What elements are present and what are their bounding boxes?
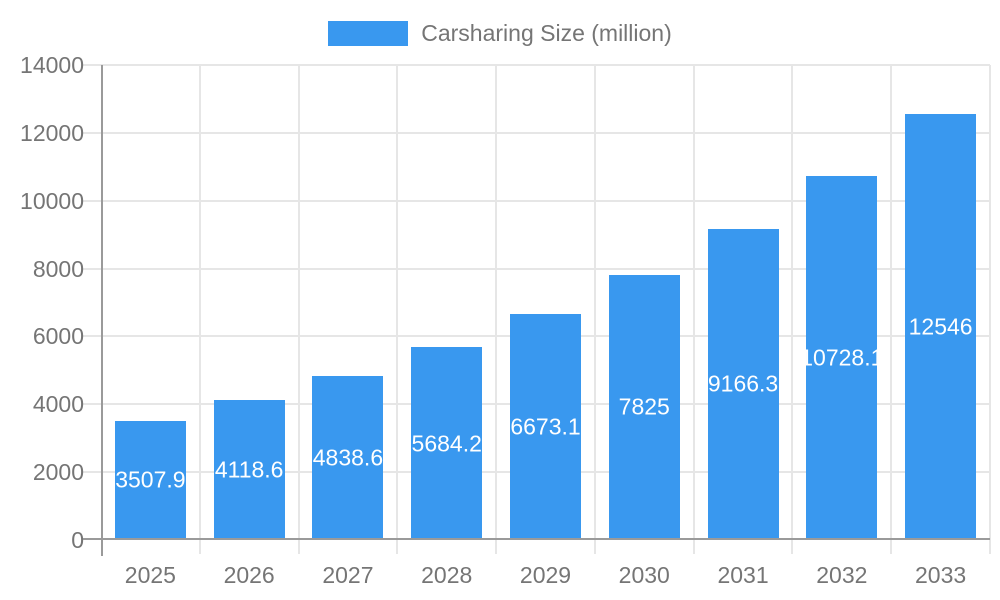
gridline-vertical: [890, 65, 893, 554]
gridline-vertical: [791, 65, 794, 554]
x-tick-label-2027: 2027: [322, 562, 374, 588]
gridline-vertical: [989, 65, 991, 554]
bar-value-label: 12546: [908, 313, 973, 340]
gridline-vertical: [593, 65, 596, 554]
x-tick-label-2030: 2030: [618, 562, 670, 588]
bar-value-label: 9166.3: [707, 370, 779, 397]
legend: Carsharing Size (million): [0, 20, 1000, 47]
y-tick-label-2000: 2000: [32, 459, 84, 486]
bar-value-label: 3507.9: [115, 466, 186, 493]
x-tick-label-2031: 2031: [717, 562, 769, 588]
y-tick-label-14000: 14000: [20, 52, 84, 78]
gridline-vertical: [297, 65, 300, 554]
x-tick-label-2033: 2033: [915, 562, 967, 588]
y-tick-label-4000: 4000: [32, 391, 84, 418]
bar-2029[interactable]: 6673.1: [510, 313, 581, 540]
bar-value-label: 5684.2: [411, 430, 482, 457]
x-axis-line: [83, 538, 990, 540]
bar-value-label: 4838.6: [312, 444, 384, 471]
legend-item-carsharing[interactable]: Carsharing Size (million): [328, 20, 672, 47]
bar-value-label: 10728.1: [806, 344, 878, 371]
y-axis-line: [101, 65, 103, 556]
y-tick-label-10000: 10000: [20, 187, 84, 214]
y-tick-label-8000: 8000: [32, 255, 84, 282]
y-tick-label-0: 0: [71, 527, 84, 553]
gridline-horizontal: [83, 64, 990, 66]
bar-2026[interactable]: 4118.6: [213, 400, 285, 540]
bar-2032[interactable]: 10728.1: [806, 176, 878, 540]
x-tick-label-2026: 2026: [223, 562, 275, 588]
gridline-vertical: [198, 65, 201, 554]
y-axis-labels: 0 2000 4000 6000 8000 10000 12000 14000: [0, 0, 84, 600]
plot-area: 3507.9 4118.6 4838.6 5684.2 6673.1 7825 9166.3…: [83, 64, 991, 556]
bar-2027[interactable]: 4838.6: [312, 375, 384, 540]
bar-value-label: 4118.6: [214, 456, 284, 483]
x-tick-label-2028: 2028: [421, 562, 473, 588]
y-tick-label-6000: 6000: [32, 323, 84, 350]
gridline-horizontal: [83, 267, 990, 270]
gridline-horizontal: [83, 199, 990, 202]
x-tick-label-2029: 2029: [519, 562, 572, 588]
x-tick-label-2032: 2032: [816, 562, 868, 588]
gridline-horizontal: [83, 131, 990, 134]
bar-2030[interactable]: 7825: [608, 274, 680, 540]
bar-2028[interactable]: 5684.2: [411, 347, 483, 540]
bar-value-label: 7825: [618, 393, 670, 420]
bar-2025[interactable]: 3507.9: [114, 420, 186, 540]
x-tick-label-2025: 2025: [124, 562, 176, 588]
bar-2033[interactable]: 12546: [905, 114, 977, 540]
gridline-vertical: [692, 65, 695, 554]
gridline-vertical: [495, 65, 498, 554]
bar-value-label: 6673.1: [510, 413, 581, 440]
x-axis-labels: 2025 2026 2027 2028 2029 2030 2031 2032 2033: [0, 560, 1000, 594]
y-tick-label-12000: 12000: [20, 119, 84, 146]
gridline-vertical: [396, 65, 399, 554]
bar-2031[interactable]: 9166.3: [707, 229, 779, 540]
legend-swatch: [328, 21, 409, 46]
legend-label: Carsharing Size (million): [421, 20, 672, 46]
